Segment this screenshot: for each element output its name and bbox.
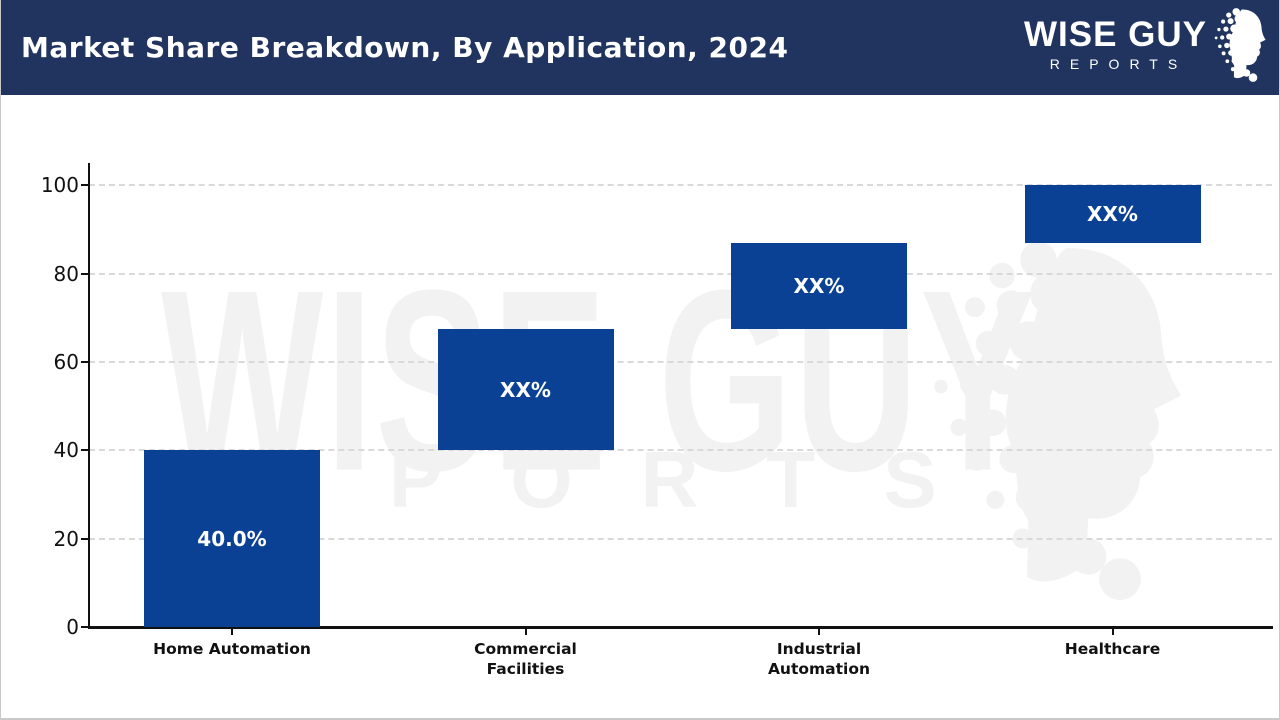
y-tick-label: 60 [53, 349, 79, 374]
bar: 40.0% [144, 450, 320, 627]
x-category-label: Home Automation [153, 640, 311, 658]
y-axis-tick [81, 626, 89, 628]
x-axis-tick [1111, 627, 1114, 635]
x-axis-line [88, 626, 1273, 629]
logo: WISE GUY REPORTS [1024, 6, 1267, 82]
y-axis-tick [81, 272, 89, 275]
y-axis-tick [81, 360, 89, 363]
y-axis-tick [81, 184, 89, 187]
x-axis-tick [231, 627, 233, 635]
logo-text: WISE GUY REPORTS [1023, 15, 1207, 73]
x-axis-tick [524, 627, 527, 635]
y-axis-tick [81, 537, 89, 540]
bar-value-label: 40.0% [197, 526, 267, 551]
bar: XX% [1024, 185, 1201, 243]
x-category-label: Industrial Automation [767, 640, 871, 678]
y-tick-label: 40 [53, 438, 79, 463]
watermark-head-icon [916, 232, 1188, 600]
header-banner: Market Share Breakdown, By Application, … [1, 0, 1279, 95]
bar: XX% [731, 242, 907, 329]
y-tick-label: 100 [40, 173, 79, 198]
bar-value-label: XX% [1087, 202, 1138, 226]
bar-value-label: XX% [500, 377, 551, 402]
page-title: Market Share Breakdown, By Application, … [21, 31, 789, 64]
logo-wordmark: WISE GUY [1023, 15, 1207, 54]
logo-tagline: REPORTS [1049, 56, 1188, 72]
y-tick-label: 0 [66, 615, 79, 639]
x-axis-tick [818, 627, 820, 635]
y-axis-tick [81, 449, 89, 452]
bar: XX% [437, 328, 614, 451]
grid-line [89, 184, 1272, 187]
grid-line [89, 537, 1272, 540]
grid-line [89, 449, 1272, 452]
y-tick-label: 80 [53, 261, 79, 286]
y-axis-line [88, 163, 90, 629]
bar-value-label: XX% [793, 273, 845, 298]
grid-line [89, 360, 1272, 363]
x-category-label: Commercial Facilities [474, 640, 577, 678]
grid-line [89, 272, 1272, 275]
x-category-label: Healthcare [1064, 640, 1161, 658]
logo-head-icon [1211, 6, 1267, 82]
y-tick-label: 20 [53, 526, 79, 551]
